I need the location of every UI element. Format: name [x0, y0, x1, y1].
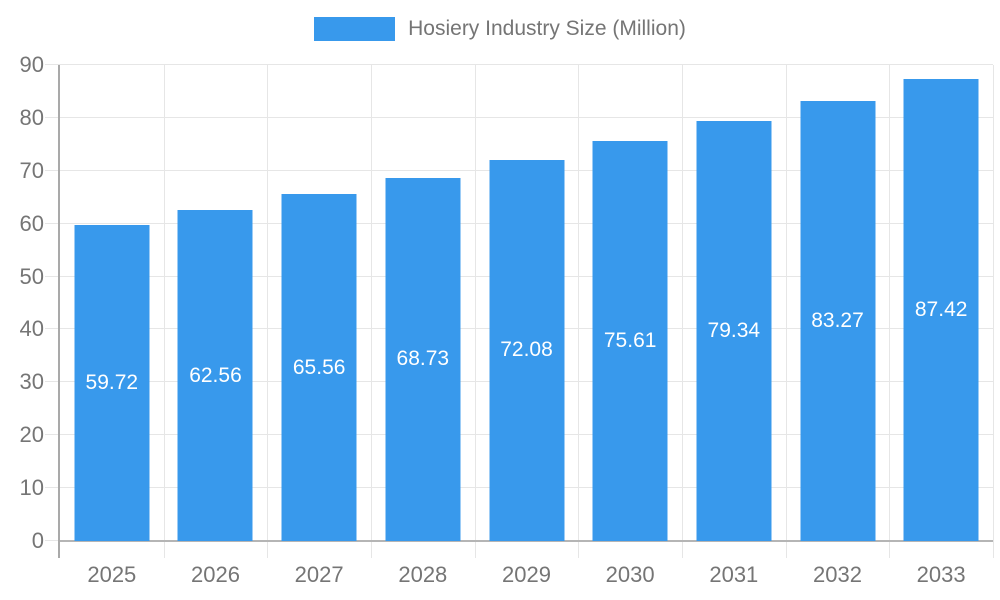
x-gridline — [370, 65, 372, 558]
legend-label: Hosiery Industry Size (Million) — [408, 17, 686, 40]
x-axis-label: 2026 — [191, 562, 240, 587]
plot-area: 0 10 20 30 40 50 60 70 80 90 59.72 2025 62.56 2026 65.… — [20, 54, 994, 586]
x-axis-label: 2032 — [813, 562, 862, 587]
bar-value-label: 75.61 — [603, 329, 657, 353]
y-axis-label: 50 — [19, 263, 44, 289]
x-gridline — [681, 65, 683, 558]
x-gridline — [993, 65, 994, 558]
y-tick — [45, 381, 60, 383]
y-axis-label: 30 — [19, 369, 44, 395]
bar-value-label: 68.73 — [396, 347, 450, 371]
bar-value-label: 62.56 — [189, 363, 242, 387]
bar-2031[interactable]: 79.34 — [696, 121, 772, 541]
bar-2026[interactable]: 62.56 — [177, 210, 253, 541]
y-tick — [45, 64, 60, 65]
bar-2032[interactable]: 83.27 — [800, 100, 875, 541]
bar-value-label: 79.34 — [707, 319, 761, 343]
y-tick — [45, 169, 60, 171]
bar-value-label: 65.56 — [292, 355, 346, 379]
bar-value-label: 59.72 — [85, 371, 139, 395]
y-axis-label: 80 — [19, 104, 44, 130]
legend-swatch — [314, 17, 396, 41]
y-axis-label: 70 — [19, 157, 44, 183]
bar-2028[interactable]: 68.73 — [385, 177, 461, 541]
x-axis-label: 2029 — [502, 562, 551, 587]
y-tick — [45, 222, 60, 224]
bar-2029[interactable]: 72.08 — [489, 159, 564, 541]
x-axis-label: 2033 — [916, 562, 966, 587]
y-tick — [45, 275, 60, 277]
x-gridline — [163, 65, 165, 558]
x-axis-label: 2027 — [294, 562, 344, 587]
legend[interactable]: Hosiery Industry Size (Million) — [0, 17, 1000, 41]
y-tick — [45, 116, 60, 118]
bar-value-label: 72.08 — [500, 338, 553, 362]
x-gridline — [474, 65, 476, 558]
y-tick — [45, 540, 60, 541]
bar-value-label: 83.27 — [811, 308, 864, 332]
bar-value-label: 87.42 — [914, 297, 968, 321]
y-gridline — [60, 64, 993, 65]
y-axis-line — [58, 65, 60, 558]
x-gridline — [578, 65, 580, 558]
y-axis-label: 10 — [19, 475, 44, 501]
y-axis-label: 40 — [19, 316, 44, 342]
y-tick — [45, 434, 60, 436]
y-axis-label: 90 — [19, 52, 44, 77]
y-axis-label: 20 — [19, 422, 44, 448]
x-axis-label: 2030 — [605, 562, 655, 587]
y-gridline — [60, 116, 993, 118]
x-axis-label: 2028 — [398, 562, 448, 587]
bar-2033[interactable]: 87.42 — [903, 78, 979, 541]
bar-2030[interactable]: 75.61 — [592, 141, 668, 541]
bar-2027[interactable]: 65.56 — [281, 194, 357, 541]
x-axis-label: 2031 — [709, 562, 759, 587]
x-gridline — [889, 65, 891, 558]
x-axis-baseline — [60, 540, 993, 542]
x-gridline — [785, 65, 787, 558]
x-axis-label: 2025 — [87, 562, 137, 587]
y-axis-label: 60 — [19, 210, 44, 236]
x-gridline — [267, 65, 269, 558]
y-axis-label: 0 — [31, 528, 44, 553]
bar-2025[interactable]: 59.72 — [74, 225, 150, 541]
y-tick — [45, 487, 60, 489]
y-tick — [45, 328, 60, 330]
